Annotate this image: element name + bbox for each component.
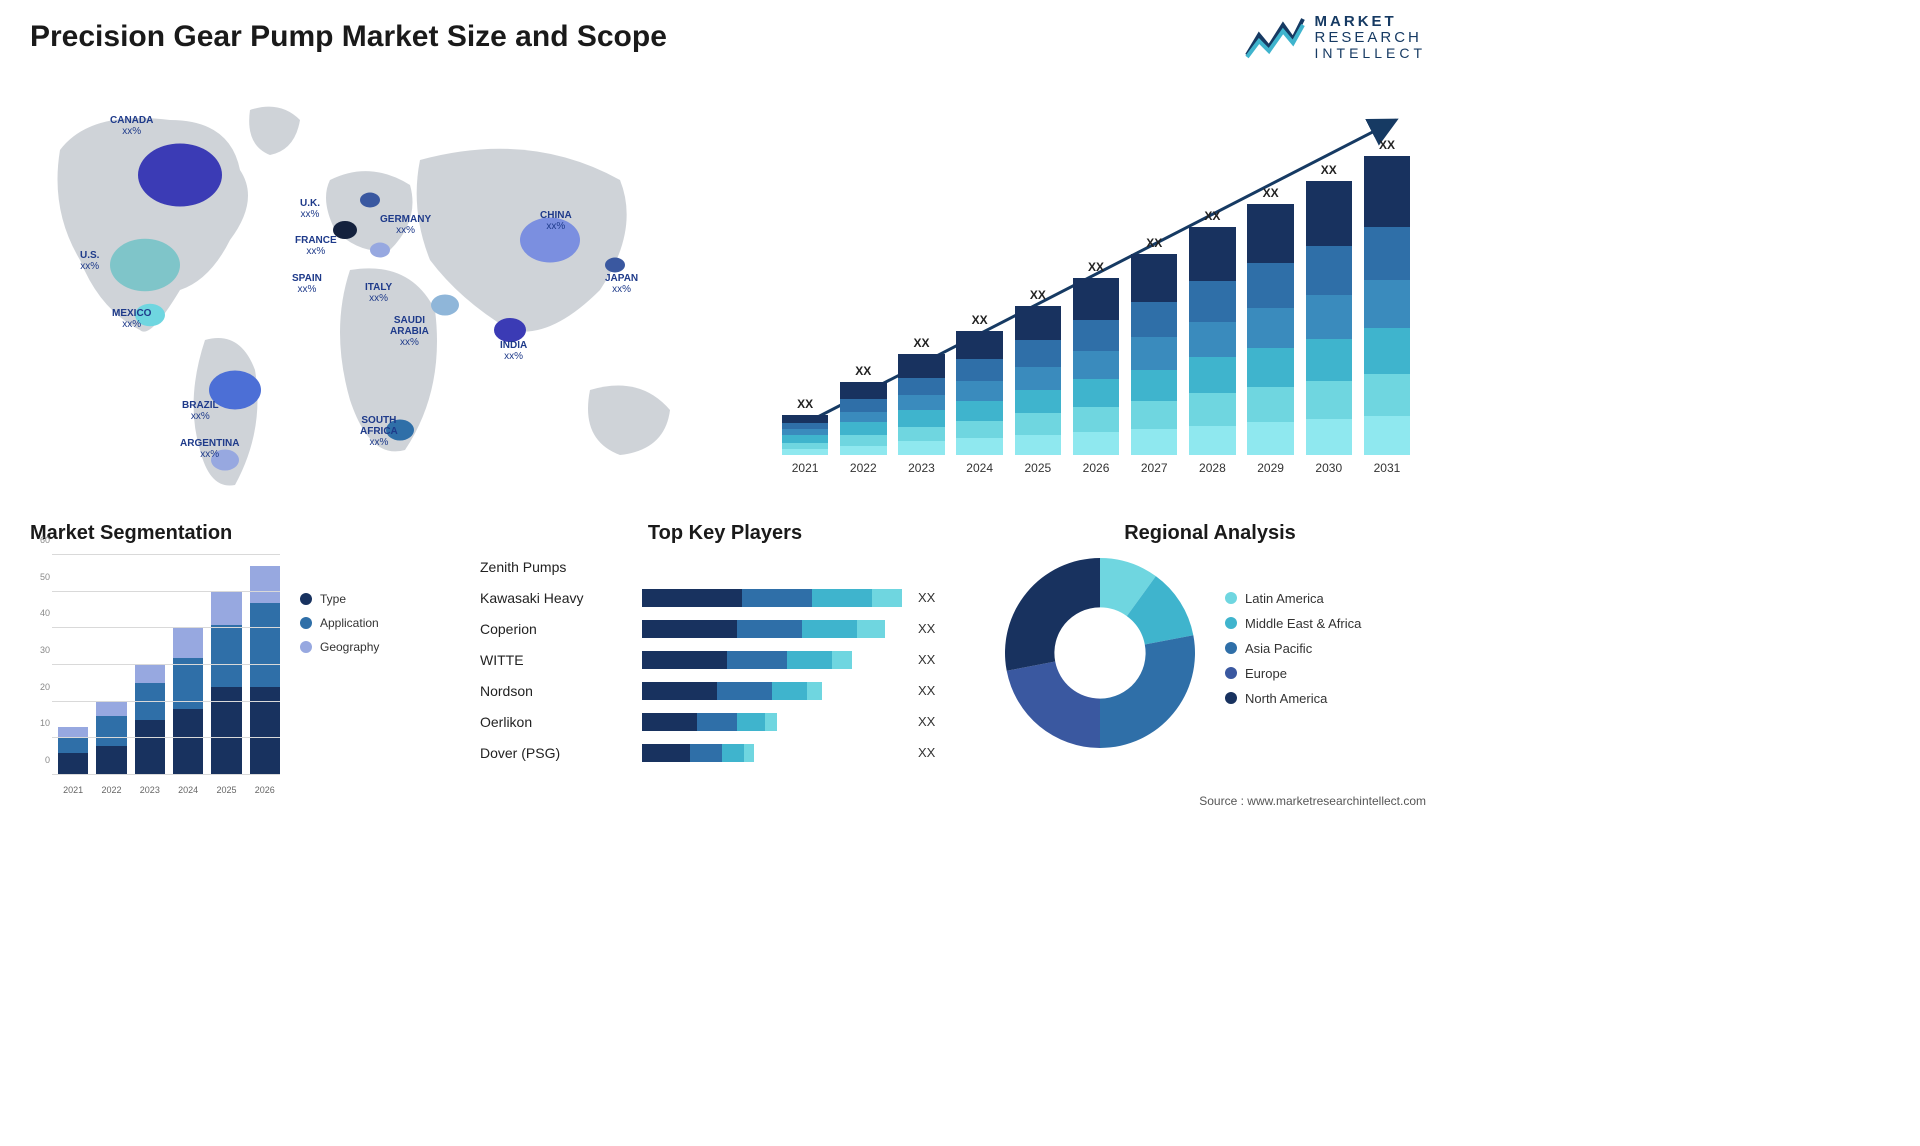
main-bar: XX2023	[892, 336, 950, 475]
map-label: SAUDIARABIAxx%	[390, 315, 429, 348]
legend-item: Europe	[1225, 666, 1361, 681]
key-player-row: OerlikonXX	[480, 706, 970, 737]
map-label: ITALYxx%	[365, 282, 392, 304]
donut-slice	[1007, 662, 1100, 748]
main-bar: XX2028	[1183, 209, 1241, 475]
legend-item: Middle East & Africa	[1225, 616, 1361, 631]
map-label: FRANCExx%	[295, 235, 337, 257]
map-label: CANADAxx%	[110, 115, 153, 137]
main-bar: XX2030	[1300, 163, 1358, 475]
key-player-row: Kawasaki HeavyXX	[480, 582, 970, 613]
legend-item: Geography	[300, 640, 379, 654]
map-label: U.S.xx%	[80, 250, 99, 272]
brand-logo: MARKET RESEARCH INTELLECT	[1245, 14, 1426, 60]
regional-legend: Latin America Middle East & Africa Asia Pa…	[1225, 591, 1361, 716]
map-label: SPAINxx%	[292, 273, 322, 295]
map-label: U.K.xx%	[300, 198, 320, 220]
key-players-title: Top Key Players	[480, 522, 970, 545]
map-label: ARGENTINAxx%	[180, 438, 239, 460]
segmentation-bar	[173, 628, 203, 775]
map-label: JAPANxx%	[605, 273, 638, 295]
legend-item: North America	[1225, 691, 1361, 706]
donut-slice	[1100, 635, 1195, 748]
brand-line1: MARKET	[1315, 14, 1426, 30]
map-label: MEXICOxx%	[112, 308, 151, 330]
legend-item: Application	[300, 616, 379, 630]
brand-line3: INTELLECT	[1315, 46, 1426, 61]
regional-donut-chart	[1000, 553, 1200, 753]
page-title: Precision Gear Pump Market Size and Scop…	[30, 20, 667, 54]
key-players-section: Top Key Players Zenith PumpsKawasaki Hea…	[480, 522, 970, 768]
segmentation-bar	[211, 592, 241, 775]
donut-slice	[1005, 558, 1100, 671]
key-player-row: CoperionXX	[480, 613, 970, 644]
segmentation-title: Market Segmentation	[30, 522, 410, 545]
segmentation-bar	[96, 702, 126, 775]
map-label: BRAZILxx%	[182, 400, 219, 422]
key-player-row: NordsonXX	[480, 675, 970, 706]
map-label: CHINAxx%	[540, 210, 572, 232]
main-bar: XX2022	[834, 364, 892, 475]
segmentation-bar	[58, 727, 88, 775]
main-bar: XX2024	[951, 313, 1009, 475]
legend-item: Latin America	[1225, 591, 1361, 606]
key-player-row: WITTEXX	[480, 644, 970, 675]
key-player-row: Zenith Pumps	[480, 551, 970, 582]
brand-mark-icon	[1245, 15, 1305, 59]
segmentation-chart: 0102030405060 202120222023202420252026	[30, 555, 280, 795]
main-bar: XX2027	[1125, 236, 1183, 475]
segmentation-bar	[135, 665, 165, 775]
key-players-chart: Zenith PumpsKawasaki HeavyXXCoperionXXWI…	[480, 551, 970, 768]
main-market-chart: XX2021XX2022XX2023XX2024XX2025XX2026XX20…	[776, 105, 1416, 475]
legend-item: Asia Pacific	[1225, 641, 1361, 656]
main-bar: XX2025	[1009, 288, 1067, 475]
main-bar: XX2026	[1067, 260, 1125, 475]
world-map: CANADAxx% U.S.xx% MEXICOxx% BRAZILxx% ARGENT…	[30, 90, 710, 490]
brand-line2: RESEARCH	[1315, 30, 1426, 46]
map-label: INDIAxx%	[500, 340, 527, 362]
main-bar: XX2021	[776, 397, 834, 475]
legend-item: Type	[300, 592, 379, 606]
regional-title: Regional Analysis	[1000, 522, 1420, 545]
source-attribution: Source : www.marketresearchintellect.com	[1199, 794, 1426, 808]
segmentation-legend: Type Application Geography	[300, 592, 379, 664]
regional-section: Regional Analysis Latin America Middle Ea…	[1000, 522, 1420, 753]
main-bar: XX2029	[1242, 186, 1300, 475]
main-bar: XX2031	[1358, 138, 1416, 475]
segmentation-section: Market Segmentation 0102030405060 202120…	[30, 522, 410, 795]
map-label: GERMANYxx%	[380, 214, 431, 236]
map-label: SOUTHAFRICAxx%	[360, 415, 398, 448]
segmentation-bar	[250, 566, 280, 775]
key-player-row: Dover (PSG)XX	[480, 737, 970, 768]
